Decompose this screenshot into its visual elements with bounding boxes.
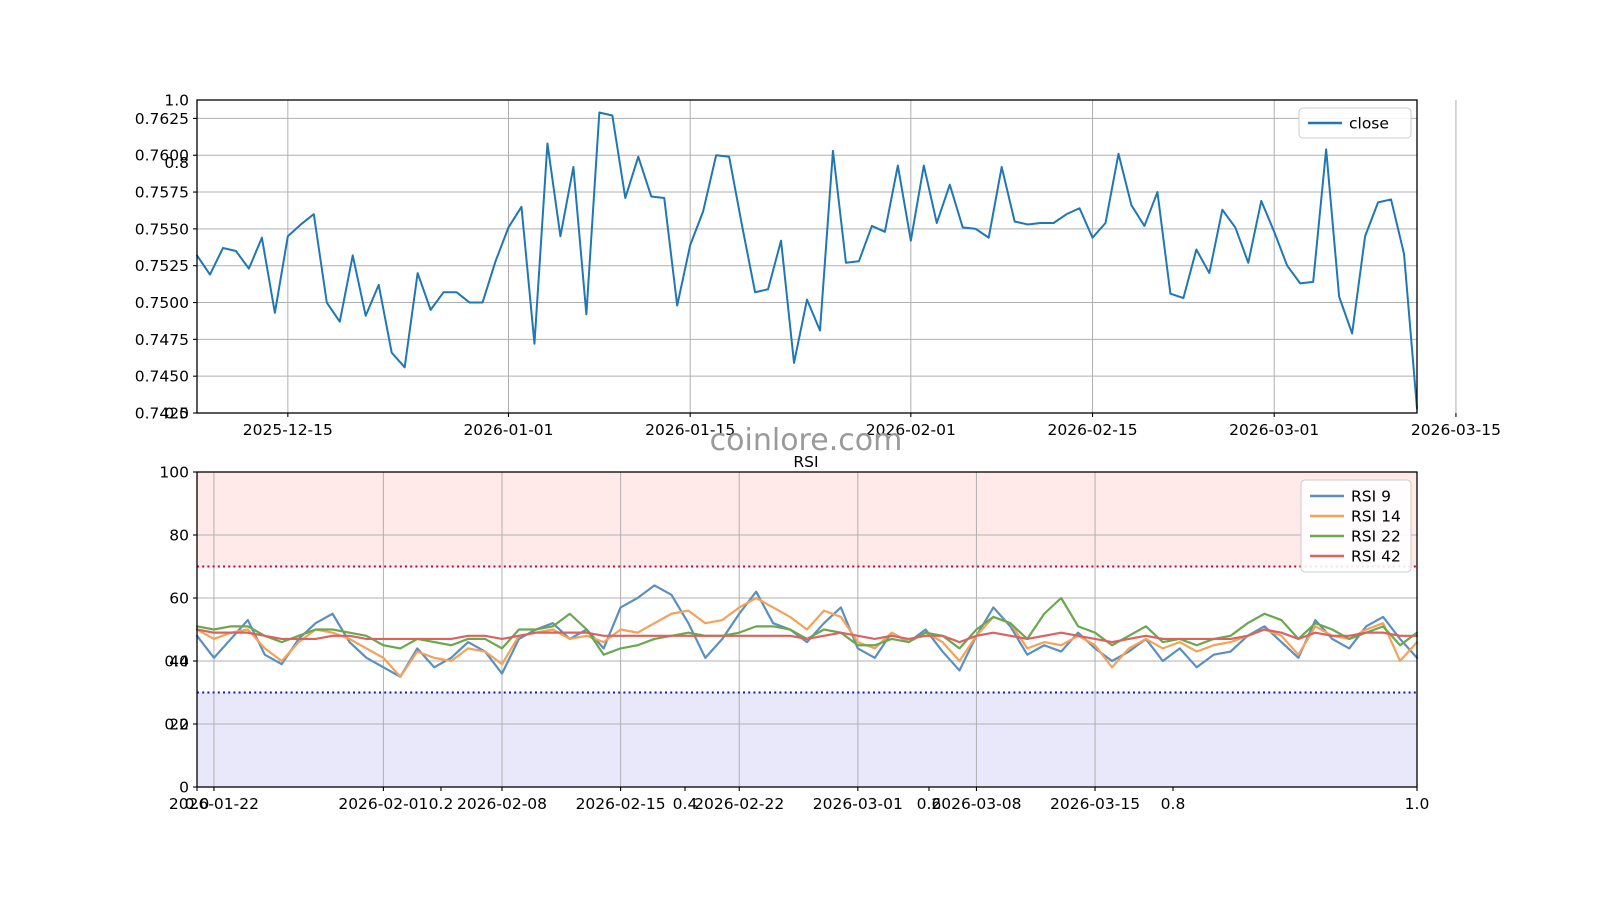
price-x-tick-label: 2026-02-15 [1047, 421, 1137, 439]
price-x-tick-label: 2025-12-15 [243, 421, 333, 439]
rsi-zone-oversold-zone [197, 692, 1417, 787]
price-y-tick-label: 0.7600 [135, 147, 189, 165]
price-y-tick-label: 0.7475 [135, 331, 189, 349]
rsi-tickmarks [193, 471, 1418, 791]
rsi-legend-label: RSI 9 [1351, 488, 1391, 506]
price-y-tick-label: 0.7575 [135, 184, 189, 202]
rsi-y-tick-label: 80 [169, 527, 189, 545]
price-panel: 0.7425 0.7450 0.7475 0.7500 0.7525 0.7550 0.75… [135, 92, 1501, 440]
price-y-axis-labels-twin: 0.0 0.8 1.0 [164, 92, 189, 423]
rsi-series-rsi-42 [195, 628, 1419, 644]
price-y-tick-label: 0.7550 [135, 220, 189, 238]
rsi-y-tick-label: 100 [159, 464, 189, 482]
price-legend-box [1298, 107, 1412, 139]
rsi-y-axis-labels: 0 20 40 60 80 100 [159, 464, 189, 797]
price-y-tick-label-twin: 1.0 [164, 92, 189, 110]
rsi-panel-title: RSI [793, 453, 818, 471]
price-tickmarks [193, 117, 1457, 417]
price-y-tick-label: 0.7450 [135, 368, 189, 386]
rsi-x-tick-label: 2026-02-08 [457, 795, 547, 813]
price-series-close [196, 111, 1418, 410]
rsi-x-tick-label: 2026-03-01 [813, 795, 903, 813]
price-y-tick-label-twin: 0.8 [164, 154, 189, 172]
rsi-y-tick-label: 40 [169, 653, 189, 671]
watermark: coinlore.com [710, 423, 903, 458]
price-x-tick-label: 2026-01-01 [463, 421, 553, 439]
rsi-x-tick-label: 2026-03-08 [931, 795, 1021, 813]
price-x-tick-label: 2026-03-01 [1229, 421, 1319, 439]
rsi-y-tick-label: 60 [169, 590, 189, 608]
rsi-x-tick-label-twin: 0.4 [673, 795, 698, 813]
price-y-tick-label: 0.7625 [135, 110, 189, 128]
price-y-tick-label-twin: 0.0 [164, 405, 189, 423]
rsi-x-tick-label: 2026-02-01 [338, 795, 428, 813]
rsi-x-tick-label: 2026-03-15 [1050, 795, 1140, 813]
rsi-gridlines [197, 472, 1417, 787]
rsi-legend-box [1300, 479, 1412, 573]
rsi-x-axis-labels-twin: 0.0 0.2 0.4 0.6 0.8 1.0 [185, 795, 1430, 813]
rsi-x-tick-label-twin: 0.8 [1161, 795, 1186, 813]
price-y-tick-label: 0.7425 [135, 405, 189, 423]
rsi-x-tick-label-twin: 1.0 [1405, 795, 1430, 813]
rsi-plot-border [196, 471, 1418, 788]
rsi-x-tick-label-twin: 0.6 [917, 795, 942, 813]
rsi-x-tick-label: 2026-01-22 [169, 795, 259, 813]
price-gridlines [197, 100, 1457, 413]
price-y-axis-labels: 0.7425 0.7450 0.7475 0.7500 0.7525 0.7550 0.75… [135, 110, 189, 423]
rsi-y-tick-label: 20 [169, 716, 189, 734]
rsi-x-tick-label: 2026-02-15 [576, 795, 666, 813]
rsi-zone-overbought-zone [197, 472, 1417, 567]
rsi-threshold-zones [197, 472, 1417, 787]
rsi-x-axis-labels: 2026-01-22 2026-02-01 2026-02-08 2026-02-15… [169, 795, 1140, 813]
rsi-legend-label: RSI 22 [1351, 528, 1401, 546]
price-x-axis-labels: 2025-12-15 2026-01-01 2026-01-15 2026-02-01… [243, 421, 1501, 439]
rsi-legend-label: RSI 14 [1351, 508, 1401, 526]
rsi-series-group [195, 584, 1419, 678]
price-legend[interactable]: close [1298, 107, 1412, 139]
rsi-y-axis-labels-twin: 0.2 0.4 [164, 653, 189, 734]
rsi-x-tick-label-twin: 0.2 [429, 795, 454, 813]
rsi-legend[interactable]: RSI 9 RSI 14 RSI 22 RSI 42 [1300, 479, 1412, 573]
rsi-y-tick-label-twin: 0.2 [164, 716, 189, 734]
price-y-tick-label: 0.7500 [135, 294, 189, 312]
rsi-legend-label: RSI 42 [1351, 548, 1401, 566]
price-y-tick-label: 0.7525 [135, 257, 189, 275]
rsi-x-tick-label: 2026-02-22 [694, 795, 784, 813]
rsi-series-rsi-14 [195, 596, 1419, 678]
price-x-tick-label: 2026-01-15 [645, 421, 735, 439]
price-series-group [196, 111, 1418, 410]
price-x-tick-label: 2026-03-15 [1411, 421, 1501, 439]
rsi-threshold-lines [197, 565, 1417, 694]
rsi-x-tick-label-twin: 0.0 [185, 795, 210, 813]
price-legend-label: close [1349, 115, 1389, 133]
price-plot-background [197, 100, 1417, 413]
rsi-y-tick-label: 0 [179, 779, 189, 797]
price-x-tick-label: 2026-02-01 [866, 421, 956, 439]
rsi-y-tick-label-twin: 0.4 [164, 653, 189, 671]
price-plot-border [196, 99, 1418, 414]
